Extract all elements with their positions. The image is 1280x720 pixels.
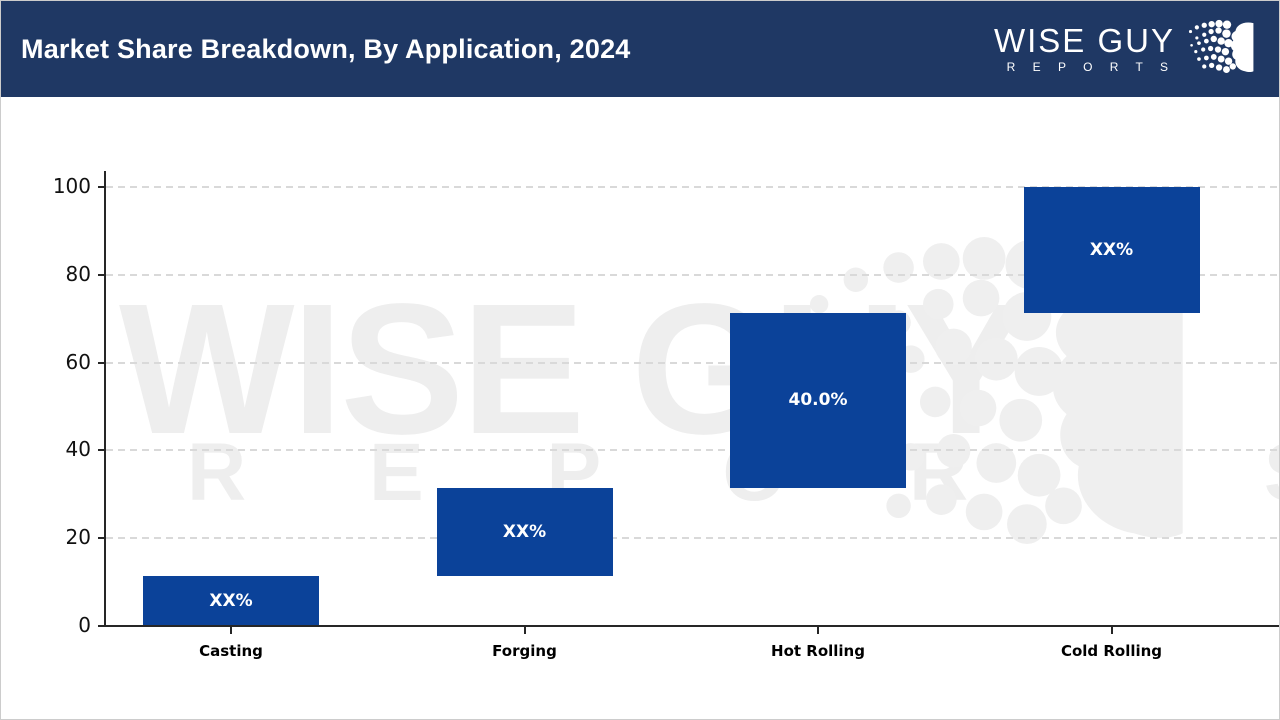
y-axis-label-20: 20 <box>65 525 91 550</box>
x-tick-1 <box>523 626 526 634</box>
gridline-40 <box>106 449 1279 452</box>
y-tick-80 <box>98 273 106 276</box>
logo-wordmark-text: WISE GUY <box>993 22 1175 59</box>
wiseguy-logo: WISE GUY R E P O R T S <box>994 9 1255 89</box>
gridline-20 <box>106 537 1279 540</box>
gridline-80 <box>106 273 1279 276</box>
bar-cold-rolling: XX% <box>1023 187 1200 313</box>
bar-value-label: XX% <box>502 522 547 543</box>
y-axis-label-100: 100 <box>52 174 91 198</box>
bar-hot-rolling: 40.0% <box>730 312 906 489</box>
logo-reports-text: R E P O R T S <box>1006 60 1175 74</box>
y-axis-line <box>104 171 106 627</box>
logo-wordmark: WISE GUY R E P O R T S <box>994 24 1175 74</box>
y-axis-label-60: 60 <box>65 349 91 374</box>
header-bar: Market Share Breakdown, By Application, … <box>1 1 1279 97</box>
x-tick-3 <box>1110 626 1113 634</box>
x-tick-2 <box>817 626 819 634</box>
gridline-60 <box>106 361 1279 364</box>
bar-value-label: 40.0% <box>788 390 848 411</box>
x-axis-label-3: Cold Rolling <box>1060 642 1163 660</box>
bar-value-label: XX% <box>1089 239 1134 260</box>
y-tick-40 <box>98 449 106 452</box>
gridline-100 <box>106 186 1279 188</box>
y-tick-20 <box>98 537 106 540</box>
bar-casting: XX% <box>143 575 319 626</box>
y-axis-label-0: 0 <box>78 613 91 637</box>
logo-face-icon <box>1181 9 1255 89</box>
y-axis-label-40: 40 <box>65 437 91 462</box>
x-axis-line <box>106 625 1279 627</box>
chart-title: Market Share Breakdown, By Application, … <box>21 33 631 64</box>
y-tick-60 <box>98 361 106 364</box>
x-axis-label-0: Casting <box>199 642 263 660</box>
bar-value-label: XX% <box>209 590 253 611</box>
y-axis-label-80: 80 <box>65 261 91 286</box>
y-tick-100 <box>98 186 106 188</box>
x-axis-label-1: Forging <box>492 642 557 660</box>
y-tick-0 <box>98 625 106 627</box>
bar-forging: XX% <box>436 488 613 576</box>
x-tick-0 <box>230 626 232 634</box>
x-axis-label-2: Hot Rolling <box>771 642 865 660</box>
